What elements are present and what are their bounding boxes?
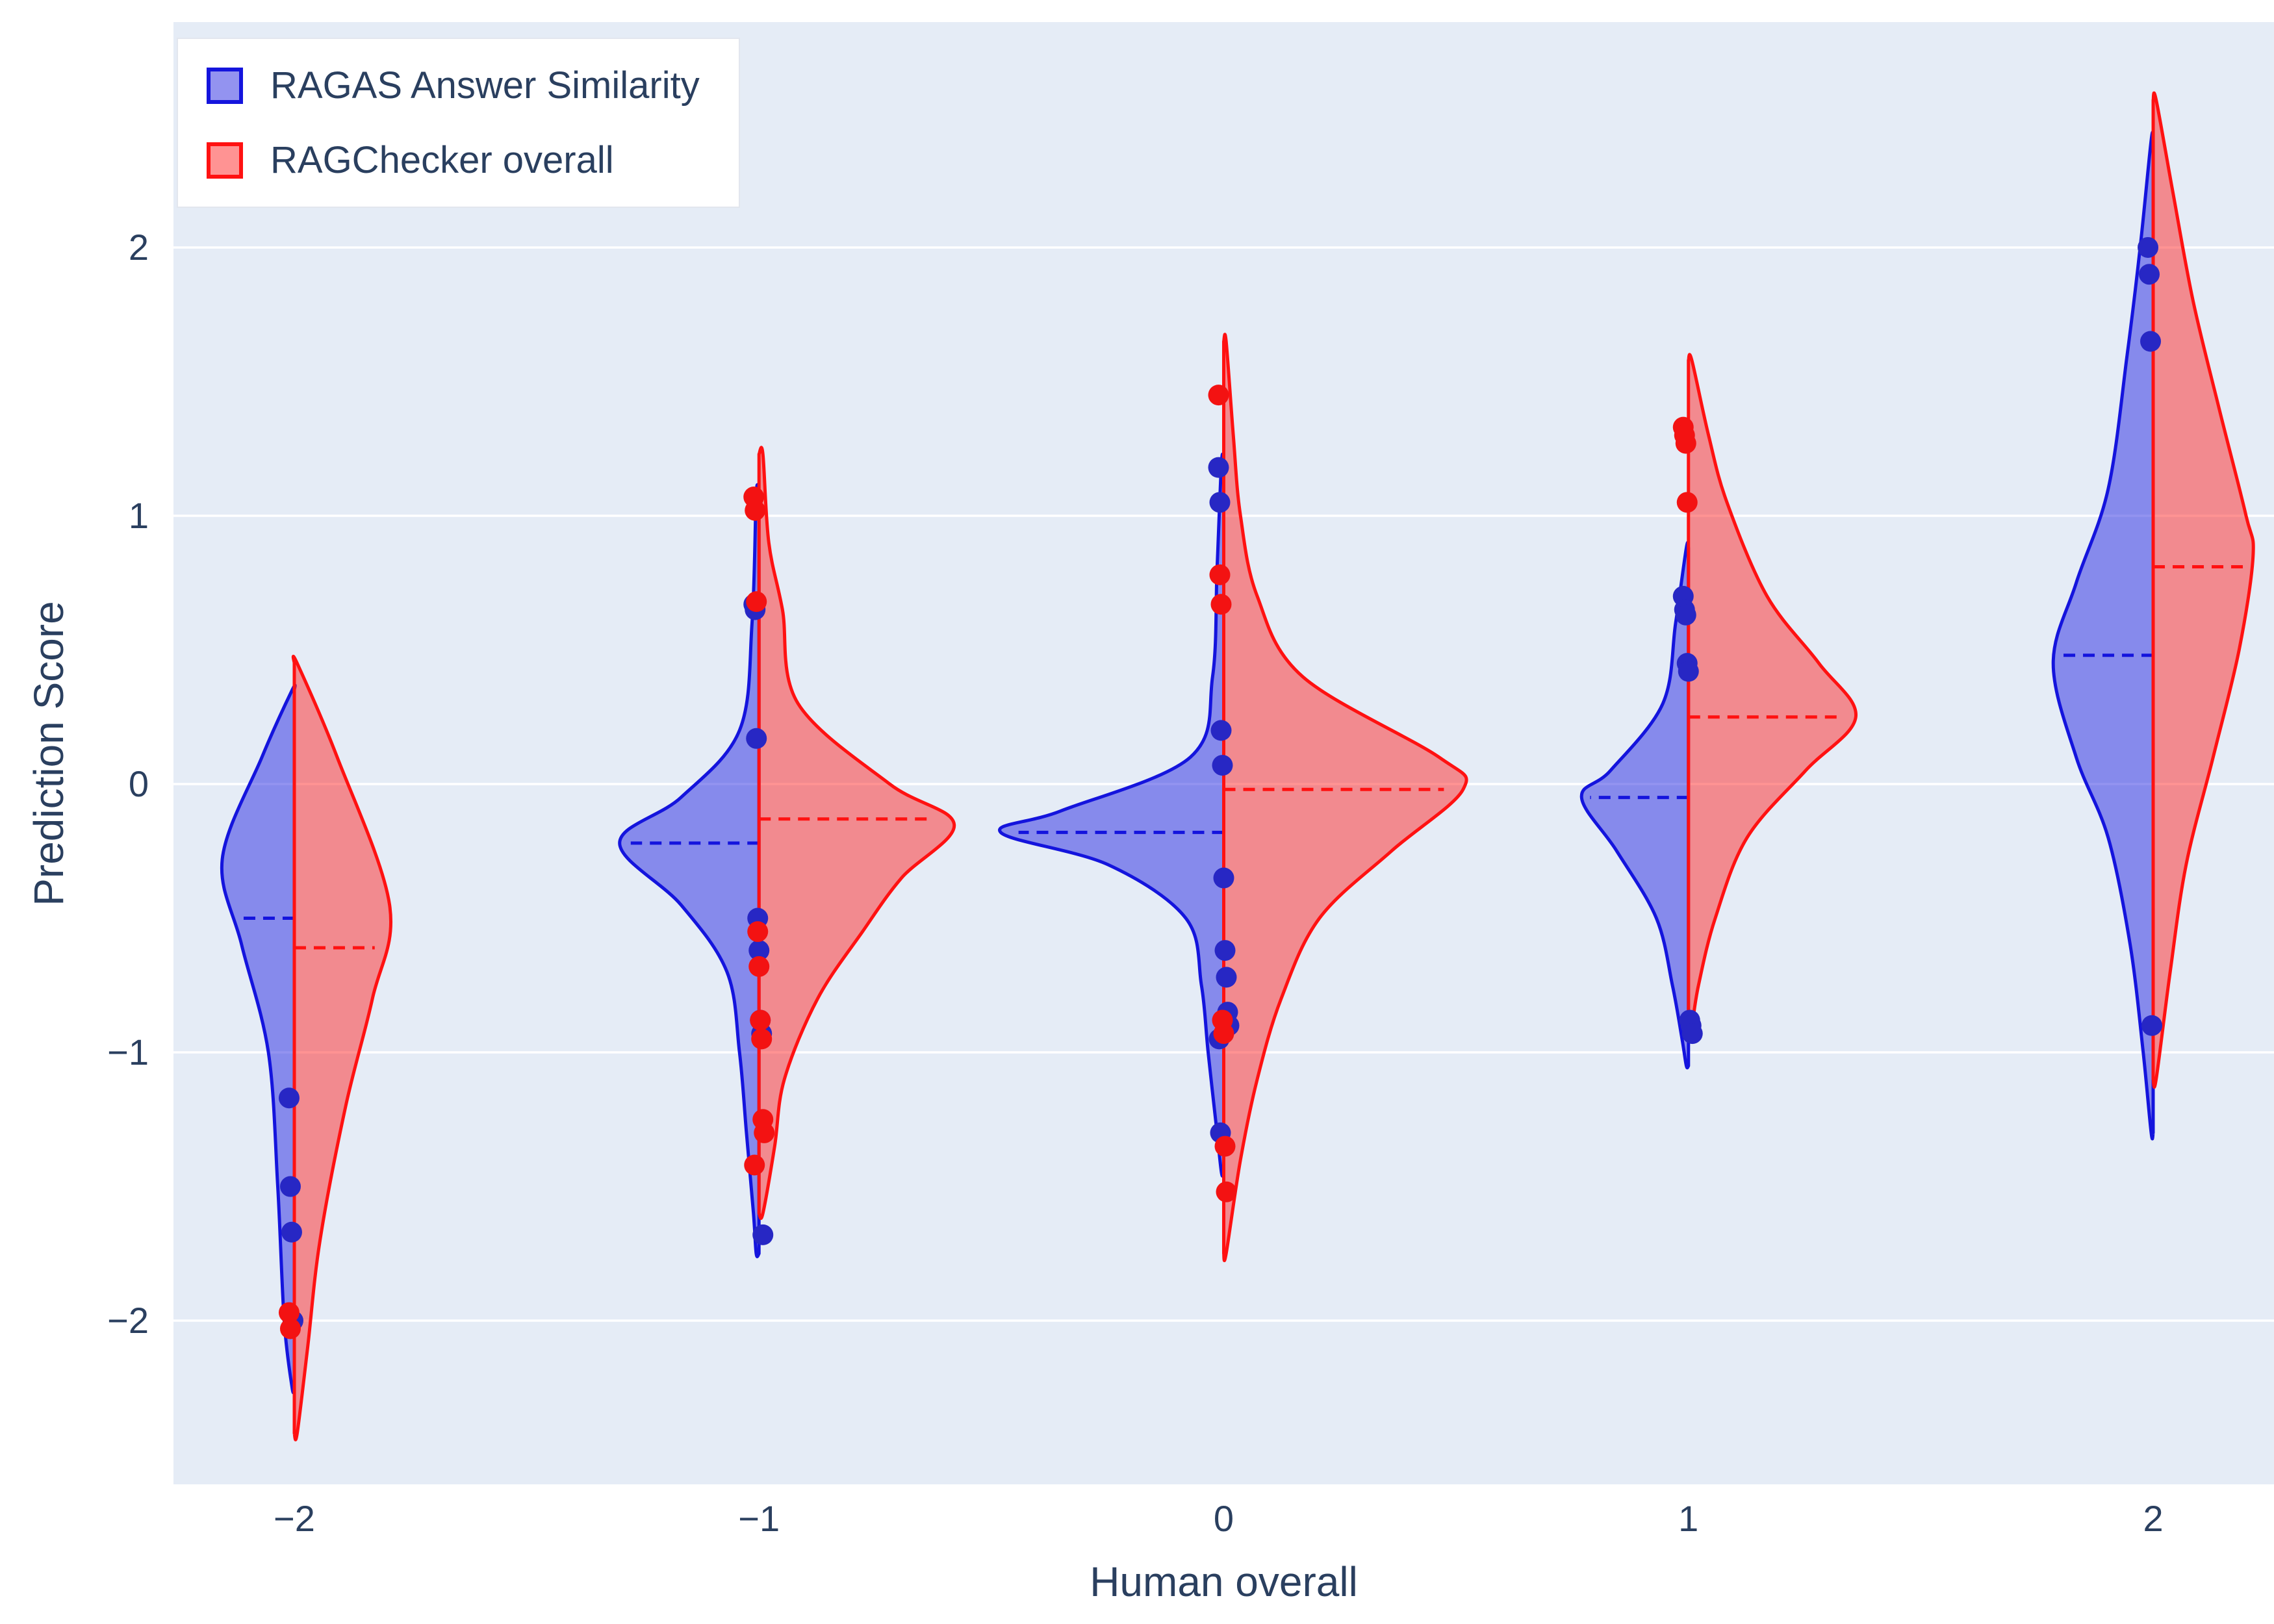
data-point (745, 500, 766, 521)
data-point (2138, 236, 2159, 258)
data-point (1208, 457, 1229, 478)
data-point (1210, 720, 1232, 741)
legend-label-ragas: RAGAS Answer Similarity (270, 64, 700, 107)
data-point (2139, 264, 2160, 285)
violin--2-right (291, 655, 393, 1441)
violin--1-right (757, 446, 956, 1220)
x-tick-label: 0 (1214, 1498, 1234, 1539)
data-point (747, 921, 769, 943)
violin-2-left (2051, 131, 2155, 1141)
data-point (754, 1122, 775, 1143)
violin-1-left (1579, 540, 1691, 1070)
legend-label-ragchecker: RAGChecker overall (270, 139, 614, 181)
data-point (752, 1224, 774, 1245)
legend-swatch-red (207, 142, 243, 179)
y-tick-label: −1 (107, 1032, 149, 1072)
data-point (746, 591, 767, 613)
legend: RAGAS Answer Similarity RAGChecker overa… (177, 38, 740, 208)
data-point (278, 1087, 300, 1109)
data-point (1214, 1136, 1236, 1157)
violin-2-right (2151, 91, 2255, 1089)
data-point (281, 1221, 302, 1243)
x-axis-title: Human overall (1090, 1558, 1358, 1605)
data-point (1213, 1023, 1234, 1045)
y-tick-label: 0 (129, 763, 149, 804)
data-point (1208, 385, 1229, 406)
data-point (751, 1028, 773, 1050)
x-tick-label: 1 (1678, 1498, 1698, 1539)
data-point (1209, 492, 1231, 513)
data-point (278, 1302, 300, 1323)
data-point (2141, 1015, 2163, 1036)
data-point (748, 956, 770, 977)
data-point (1216, 1181, 1237, 1202)
violin--1-left (618, 483, 761, 1258)
y-axis-title: Prediction Score (25, 601, 72, 906)
x-tick-label: −1 (738, 1498, 780, 1539)
data-point (1213, 867, 1234, 889)
violin-1-right (1687, 353, 1858, 1030)
data-point (1681, 1023, 1703, 1045)
data-point (1209, 564, 1231, 585)
x-tick-label: 2 (2143, 1498, 2163, 1539)
data-point (1216, 967, 1237, 988)
data-point (2140, 331, 2162, 352)
x-tick-label: −2 (274, 1498, 315, 1539)
data-point (279, 1318, 301, 1339)
data-point (746, 728, 767, 749)
data-point (748, 940, 770, 961)
data-point (1675, 433, 1696, 454)
legend-item-ragchecker[interactable]: RAGChecker overall (207, 138, 700, 182)
y-tick-label: 1 (129, 495, 149, 536)
data-point (1678, 661, 1699, 682)
data-point (1214, 940, 1236, 961)
data-point (1676, 492, 1698, 513)
y-tick-label: −2 (107, 1300, 149, 1341)
data-point (279, 1176, 301, 1197)
violin-0-right (1222, 333, 1468, 1262)
y-tick-label: 2 (129, 227, 149, 268)
data-point (744, 1154, 765, 1176)
data-point (750, 1009, 771, 1031)
legend-swatch-blue (207, 67, 243, 104)
data-point (1675, 604, 1696, 626)
data-point (1210, 594, 1232, 615)
legend-item-ragas[interactable]: RAGAS Answer Similarity (207, 64, 700, 107)
data-point (1212, 755, 1233, 776)
